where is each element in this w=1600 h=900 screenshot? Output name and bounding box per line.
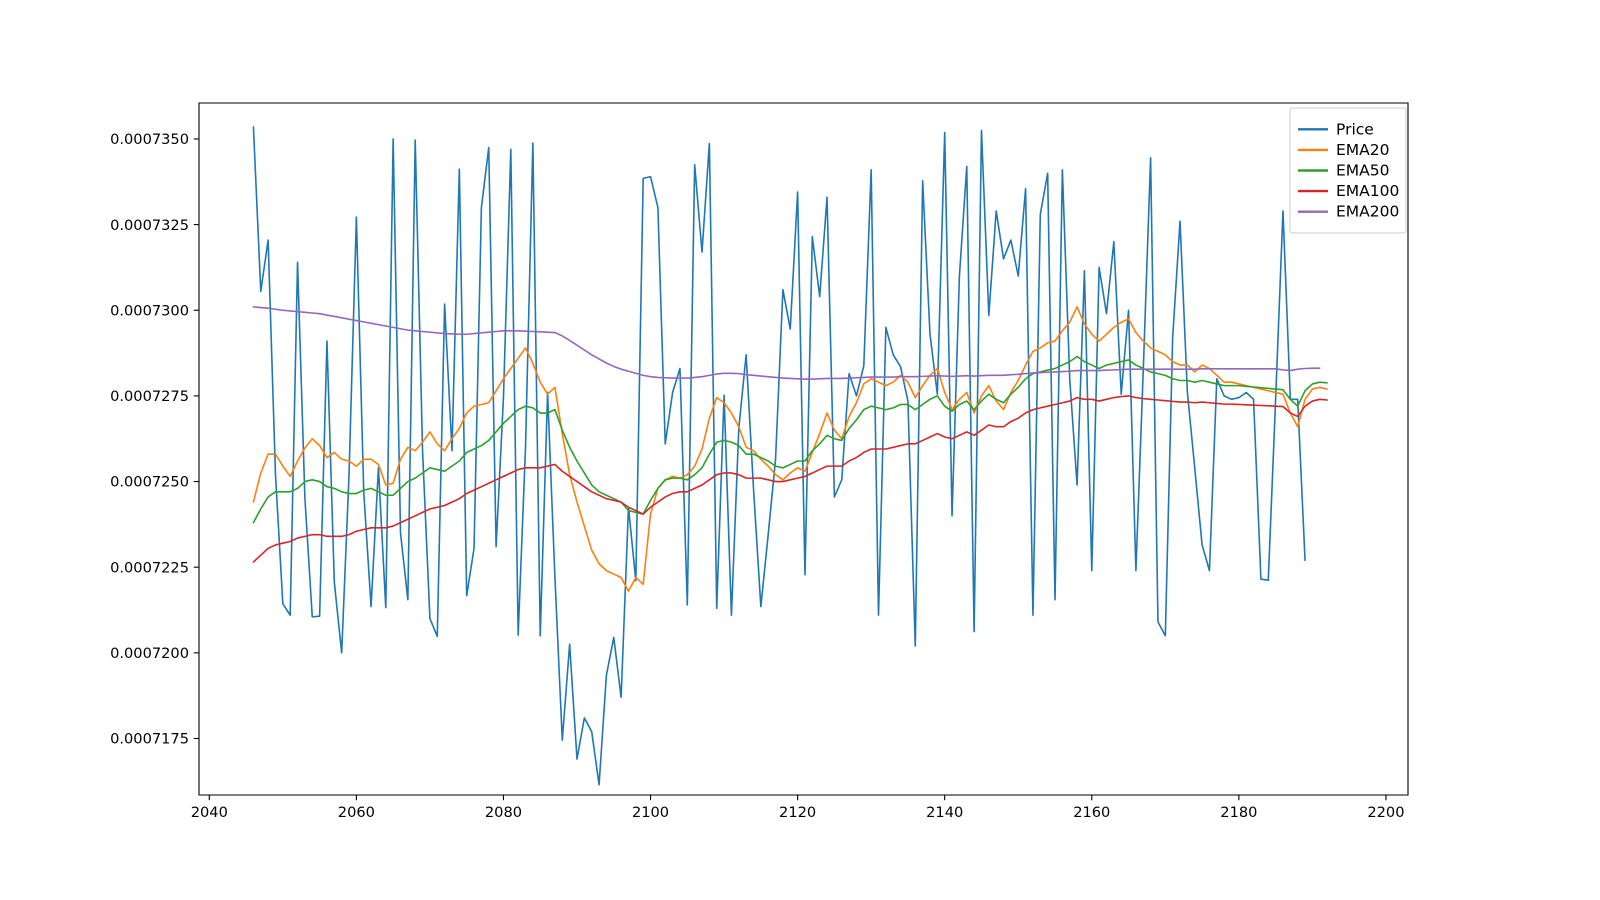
series-line-ema20 [252, 306, 1328, 592]
y-tick-label: 0.0007300 [110, 302, 189, 319]
legend-label-ema20: EMA20 [1336, 141, 1390, 159]
x-tick-label: 2140 [926, 804, 963, 821]
x-tick-label: 2100 [632, 804, 669, 821]
legend-label-price: Price [1336, 120, 1374, 138]
x-tick-label: 2080 [485, 804, 522, 821]
series-line-ema200 [252, 306, 1321, 380]
legend-label-ema100: EMA100 [1336, 182, 1399, 200]
legend-label-ema200: EMA200 [1336, 203, 1399, 221]
plot-area: 2040 2060 2080 2100 2120 2140 2160 2180 2200 0.0… [110, 102, 1409, 821]
y-tick-label: 0.0007325 [110, 217, 189, 234]
data-series-group [252, 126, 1328, 786]
x-tick-label: 2180 [1220, 804, 1257, 821]
x-tick-label: 2040 [191, 804, 228, 821]
legend-label-ema50: EMA50 [1336, 162, 1390, 180]
legend-frame [1289, 107, 1407, 234]
y-tick-label: 0.0007350 [110, 131, 189, 148]
x-axis-ticks: 2040 2060 2080 2100 2120 2140 2160 2180 2200 [191, 795, 1405, 821]
series-line-ema50 [252, 355, 1328, 524]
x-tick-label: 2120 [779, 804, 816, 821]
y-axis-ticks: 0.0007175 0.0007200 0.0007225 0.0007250 0.00… [110, 131, 199, 748]
series-line-price [252, 126, 1306, 786]
y-tick-label: 0.0007275 [110, 388, 189, 405]
y-tick-label: 0.0007200 [110, 645, 189, 662]
x-tick-label: 2200 [1367, 804, 1404, 821]
x-tick-label: 2160 [1073, 804, 1110, 821]
y-tick-label: 0.0007175 [110, 731, 189, 748]
y-tick-label: 0.0007225 [110, 559, 189, 576]
x-tick-label: 2060 [338, 804, 375, 821]
series-line-ema100 [252, 395, 1328, 563]
axes-frame [198, 102, 1409, 796]
y-tick-label: 0.0007250 [110, 474, 189, 491]
chart-legend[interactable]: Price EMA20 EMA50 EMA100 EMA200 [1289, 107, 1407, 234]
plot-background [199, 103, 1408, 795]
